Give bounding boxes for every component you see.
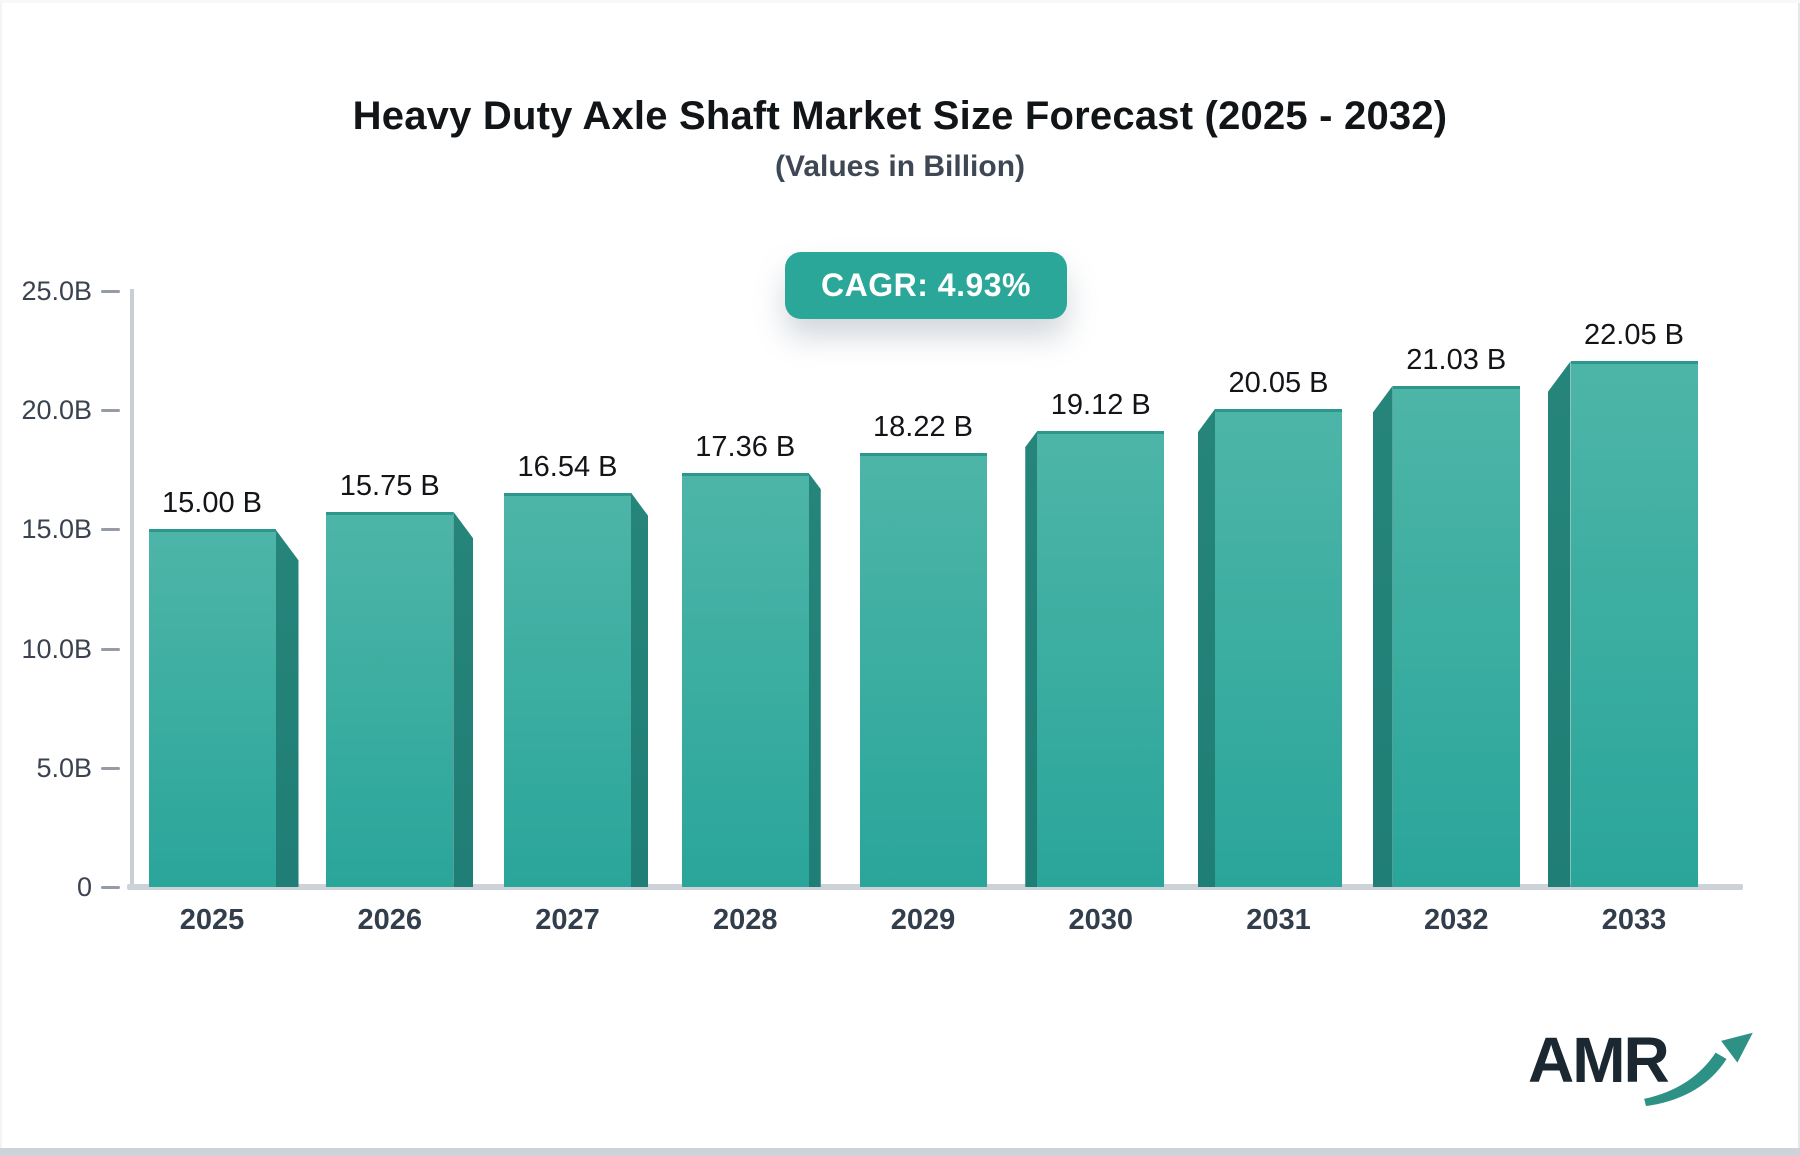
chart-subtitle: (Values in Billion) [774, 150, 1026, 183]
bar-3d-side [1198, 409, 1215, 887]
x-axis-label-2029: 2029 [890, 904, 956, 936]
bar-2031[interactable] [1215, 409, 1342, 887]
bar-3d-side [453, 511, 474, 887]
x-axis-label-2030: 2030 [1068, 904, 1133, 936]
x-axis-label-2032: 2032 [1423, 904, 1489, 936]
y-axis-line [130, 289, 134, 887]
bar-2033[interactable] [1570, 361, 1698, 887]
bar-value-label: 19.12 B [1050, 389, 1151, 422]
bar-3d-side [1372, 385, 1393, 887]
bar-value-label: 21.03 B [1406, 343, 1507, 376]
y-axis-tick-mark [101, 766, 120, 770]
bar-value-label: 20.05 B [1228, 367, 1329, 399]
bar-2028[interactable] [681, 473, 809, 887]
bar-3d-side [1025, 431, 1038, 887]
y-axis-tick-label: 0 [76, 872, 92, 902]
bar-value-label: 17.36 B [695, 431, 796, 464]
bar-value-label: 18.22 B [873, 410, 973, 443]
bar-2026[interactable] [326, 511, 454, 887]
y-axis-tick-mark [101, 290, 120, 293]
trend-arrow-icon [1643, 1032, 1753, 1107]
cagr-badge-label: CAGR: 4.93% [821, 267, 1031, 303]
bar-2029[interactable] [859, 452, 987, 887]
bar-3d-side [808, 473, 821, 887]
y-axis-tick-label: 15.0B [21, 514, 92, 545]
page-top-edge [0, 0, 1800, 3]
y-axis-tick-mark [101, 409, 120, 413]
page-bottom-edge [0, 1148, 1800, 1156]
bar-2032[interactable] [1392, 385, 1520, 887]
y-axis-tick-label: 25.0B [21, 276, 92, 306]
x-axis-label-2027: 2027 [535, 904, 600, 936]
x-axis-label-2028: 2028 [712, 904, 778, 936]
bar-2025[interactable] [148, 529, 276, 887]
bar-2027[interactable] [504, 492, 631, 887]
cagr-badge: CAGR: 4.93% [785, 252, 1067, 319]
amr-logo: AMR [1528, 1028, 1762, 1116]
y-axis-tick-mark [101, 647, 120, 651]
y-axis-tick-mark [101, 886, 120, 889]
bar-3d-side [631, 492, 648, 887]
x-axis-label-2026: 2026 [357, 904, 422, 936]
x-axis-label-2033: 2033 [1601, 904, 1667, 936]
x-axis-baseline [127, 884, 1743, 890]
y-axis-tick-label: 10.0B [21, 633, 92, 664]
bar-3d-side [1547, 361, 1571, 887]
y-axis-tick-label: 5.0B [36, 752, 92, 783]
amr-logo-text: AMR [1528, 1024, 1670, 1096]
x-axis-label-2031: 2031 [1246, 904, 1311, 936]
bar-2030[interactable] [1037, 431, 1165, 887]
y-axis-tick-mark [101, 528, 120, 532]
bar-3d-side [275, 529, 299, 887]
bar-value-label: 15.00 B [162, 487, 262, 520]
bar-value-label: 16.54 B [517, 450, 618, 483]
bar-value-label: 22.05 B [1584, 319, 1684, 352]
x-axis-label-2025: 2025 [179, 904, 245, 936]
chart-title: Heavy Duty Axle Shaft Market Size Foreca… [352, 94, 1448, 138]
bar-value-label: 15.75 B [339, 469, 440, 502]
y-axis-tick-label: 20.0B [21, 395, 92, 426]
